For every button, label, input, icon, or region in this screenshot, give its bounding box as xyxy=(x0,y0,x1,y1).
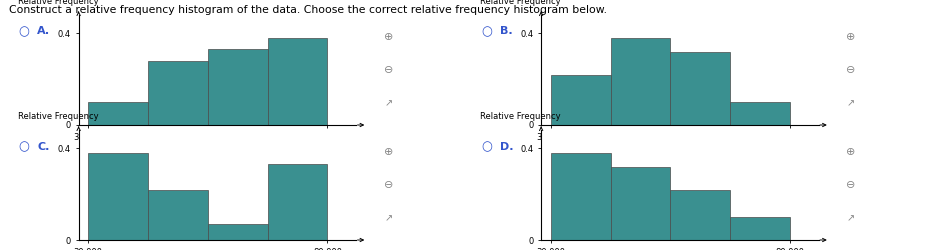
Bar xyxy=(550,153,610,240)
Bar xyxy=(550,74,610,125)
Text: ↗: ↗ xyxy=(385,213,392,223)
Text: ⊕: ⊕ xyxy=(846,147,856,157)
Bar xyxy=(671,190,730,240)
Text: ⊕: ⊕ xyxy=(384,32,393,42)
Text: ↗: ↗ xyxy=(385,98,392,108)
Text: ⊕: ⊕ xyxy=(846,32,856,42)
Bar xyxy=(148,190,208,240)
Bar xyxy=(610,38,671,125)
Text: D.: D. xyxy=(500,142,513,152)
Text: ○: ○ xyxy=(18,25,30,38)
Bar xyxy=(730,217,790,240)
Text: Construct a relative frequency histogram of the data. Choose the correct relativ: Construct a relative frequency histogram… xyxy=(9,5,607,15)
Bar xyxy=(208,50,267,125)
Bar xyxy=(267,164,327,240)
Bar xyxy=(610,167,671,240)
Bar xyxy=(267,38,327,125)
X-axis label: Median Household Income: Median Household Income xyxy=(624,144,735,154)
Bar xyxy=(88,153,148,240)
X-axis label: Median Household Income: Median Household Income xyxy=(162,144,273,154)
Text: ⊖: ⊖ xyxy=(846,180,856,190)
Bar xyxy=(88,102,148,125)
Bar xyxy=(148,61,208,125)
Text: ↗: ↗ xyxy=(847,213,855,223)
Bar xyxy=(730,102,790,125)
Text: ⊖: ⊖ xyxy=(384,65,393,75)
Text: B.: B. xyxy=(500,26,512,36)
Text: ⊖: ⊖ xyxy=(384,180,393,190)
Text: ○: ○ xyxy=(481,140,492,153)
Bar xyxy=(671,52,730,125)
Text: ⊕: ⊕ xyxy=(384,147,393,157)
Text: ⊖: ⊖ xyxy=(846,65,856,75)
Text: Relative Frequency: Relative Frequency xyxy=(18,0,98,6)
Text: C.: C. xyxy=(37,142,49,152)
Text: A.: A. xyxy=(37,26,50,36)
Text: ○: ○ xyxy=(18,140,30,153)
Bar xyxy=(208,224,267,240)
Text: Relative Frequency: Relative Frequency xyxy=(480,0,561,6)
Text: ○: ○ xyxy=(481,25,492,38)
Text: Relative Frequency: Relative Frequency xyxy=(480,112,561,121)
Text: Relative Frequency: Relative Frequency xyxy=(18,112,98,121)
Text: ↗: ↗ xyxy=(847,98,855,108)
